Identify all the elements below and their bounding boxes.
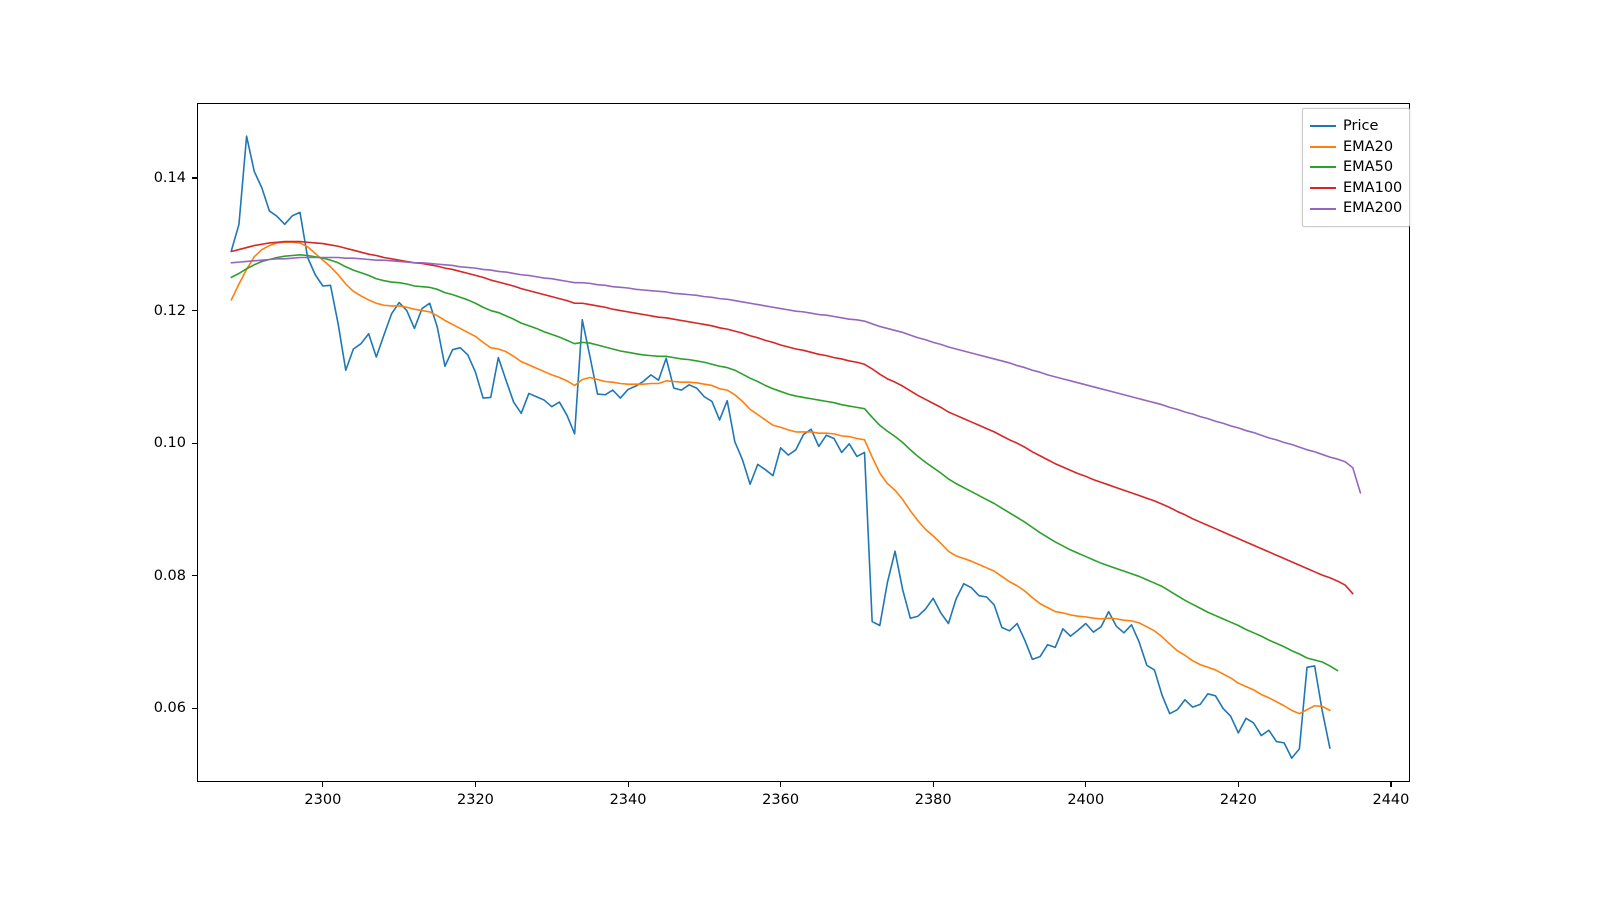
legend-item-ema50[interactable]: EMA50 [1310, 157, 1401, 178]
y-tick-mark [192, 575, 197, 577]
chart-legend: Price EMA20 EMA50 EMA100 EMA200 [1302, 108, 1410, 227]
legend-item-ema200[interactable]: EMA200 [1310, 198, 1403, 219]
legend-item-ema100[interactable]: EMA100 [1310, 178, 1403, 199]
legend-swatch-icon [1310, 145, 1336, 148]
y-tick-label: 0.14 [153, 169, 186, 186]
legend-swatch-icon [1310, 166, 1336, 169]
series-line-price [230, 135, 1331, 759]
y-tick-mark [192, 177, 197, 179]
legend-label: Price [1343, 118, 1379, 135]
x-tick-label: 2400 [1067, 792, 1105, 808]
y-tick-mark [192, 707, 197, 709]
series-line-ema200 [230, 256, 1362, 494]
legend-swatch-icon [1310, 207, 1336, 210]
x-tick-label: 2420 [1219, 792, 1257, 808]
y-tick-label: 0.12 [153, 302, 186, 319]
x-tick-mark [474, 782, 477, 787]
legend-label: EMA50 [1343, 159, 1394, 176]
y-tick-mark [192, 442, 197, 444]
x-tick-mark [1237, 782, 1239, 787]
y-tick-label: 0.08 [153, 567, 186, 584]
x-tick-mark [322, 782, 324, 787]
legend-label: EMA20 [1343, 138, 1394, 155]
legend-swatch-icon [1310, 187, 1336, 190]
legend-item-ema20[interactable]: EMA20 [1310, 137, 1401, 158]
series-line-ema20 [230, 241, 1331, 715]
plot-area [197, 103, 1410, 782]
legend-label: EMA100 [1343, 179, 1403, 196]
x-tick-label: 2340 [609, 792, 647, 808]
y-tick-label: 0.10 [153, 435, 186, 452]
x-tick-mark [627, 782, 629, 787]
x-tick-mark [1390, 782, 1392, 787]
x-tick-mark [1085, 782, 1087, 787]
series-line-ema100 [230, 240, 1354, 595]
legend-label: EMA200 [1343, 200, 1403, 217]
x-tick-mark [780, 782, 782, 787]
x-tick-label: 2380 [914, 792, 952, 808]
y-tick-mark [192, 310, 197, 312]
x-tick-label: 2320 [457, 792, 494, 808]
legend-swatch-icon [1310, 125, 1336, 128]
y-tick-label: 0.06 [153, 700, 186, 717]
series-line-ema50 [230, 254, 1339, 672]
legend-item-price[interactable]: Price [1310, 116, 1401, 137]
x-tick-mark [932, 782, 934, 787]
x-tick-label: 2300 [304, 792, 342, 808]
x-tick-label: 2440 [1372, 792, 1410, 808]
series-lines [230, 135, 1362, 759]
x-tick-label: 2360 [762, 792, 800, 808]
